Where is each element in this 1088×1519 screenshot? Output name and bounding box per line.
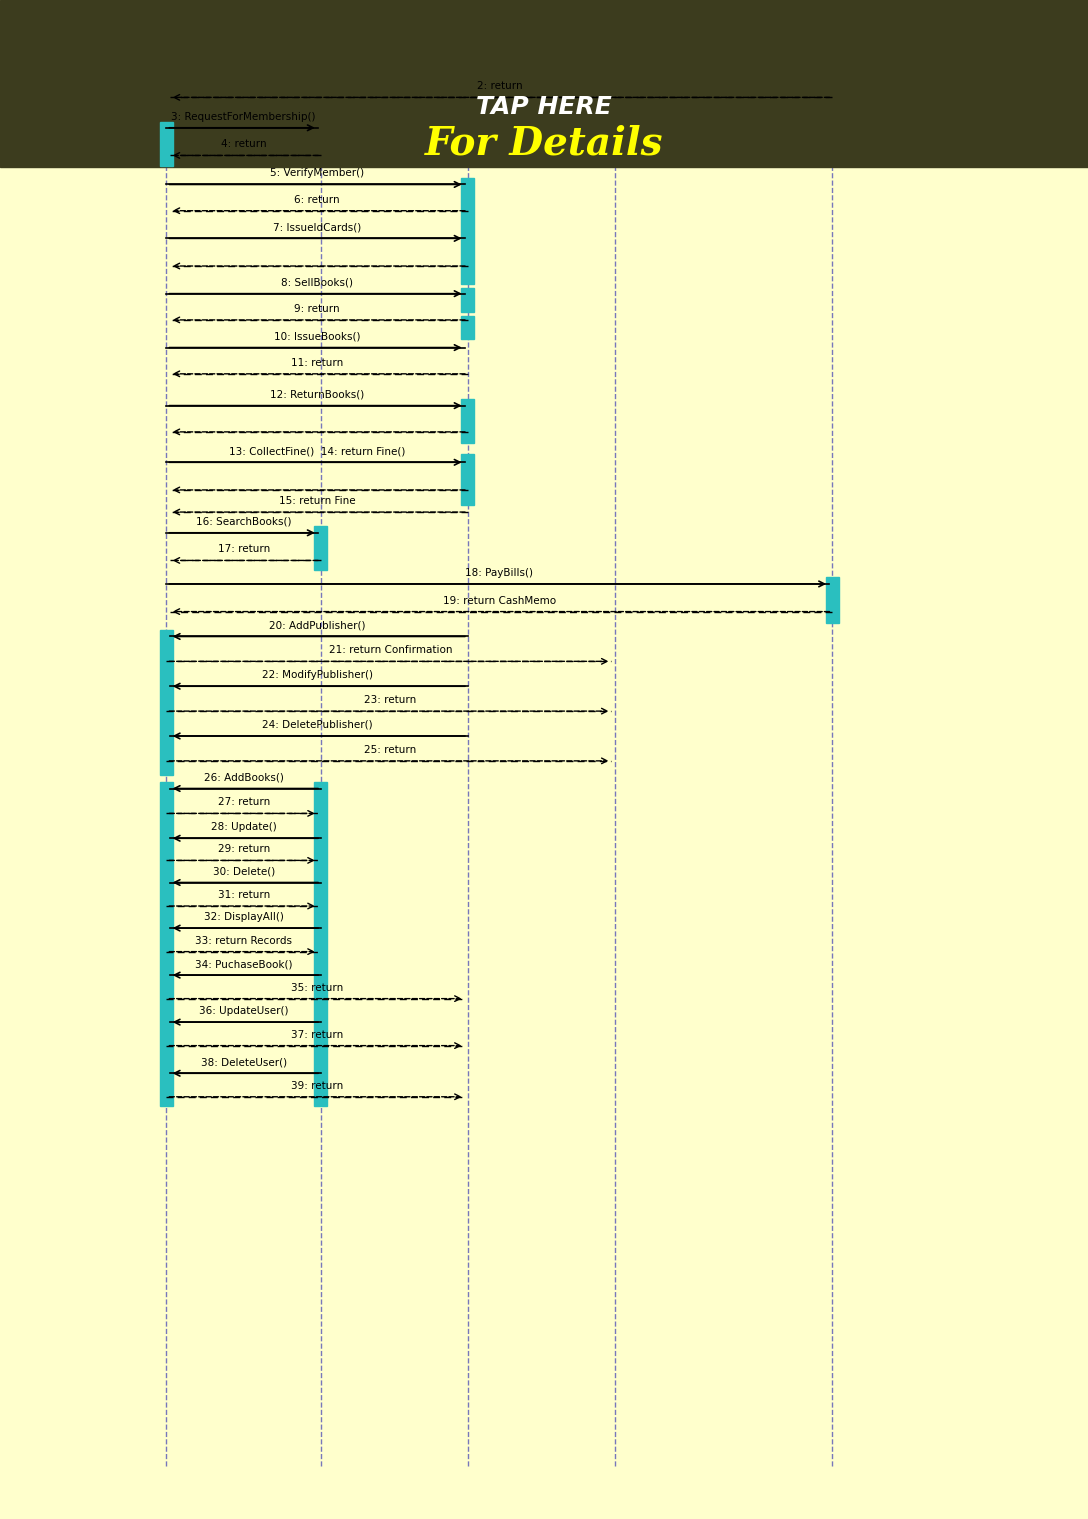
Bar — [160, 122, 173, 167]
Text: 17: return: 17: return — [218, 544, 270, 554]
Text: 18: PayBills(): 18: PayBills() — [466, 568, 533, 577]
Text: 39: return: 39: return — [290, 1080, 344, 1091]
Bar — [461, 454, 474, 506]
Text: 3: RequestForMembership(): 3: RequestForMembership() — [172, 112, 316, 122]
Text: 29: return: 29: return — [218, 845, 270, 854]
Text: 6: return: 6: return — [295, 194, 339, 205]
Text: 32: DisplayAll(): 32: DisplayAll() — [203, 911, 284, 922]
Text: For Details: For Details — [424, 125, 664, 163]
Text: 27: return: 27: return — [218, 797, 270, 807]
Text: 36: UpdateUser(): 36: UpdateUser() — [199, 1006, 288, 1016]
Text: 8: SellBooks(): 8: SellBooks() — [281, 278, 354, 287]
Text: 37: return: 37: return — [290, 1030, 344, 1039]
Text: 19: return CashMemo: 19: return CashMemo — [443, 595, 556, 606]
Text: 16: SearchBooks(): 16: SearchBooks() — [196, 516, 292, 527]
Text: 20: AddPublisher(): 20: AddPublisher() — [269, 620, 366, 630]
Text: 30: Delete(): 30: Delete() — [212, 866, 275, 876]
Bar — [826, 577, 839, 623]
Text: 10: IssueBooks(): 10: IssueBooks() — [274, 331, 360, 342]
Text: 28: Update(): 28: Update() — [211, 822, 276, 832]
Bar — [0, 0, 1088, 167]
Text: 33: return Records: 33: return Records — [195, 936, 293, 945]
Text: 31: return: 31: return — [218, 890, 270, 899]
Text: 9: return: 9: return — [295, 304, 339, 314]
Text: 26: AddBooks(): 26: AddBooks() — [203, 773, 284, 782]
Text: 13: CollectFine()  14: return Fine(): 13: CollectFine() 14: return Fine() — [228, 447, 406, 456]
Text: 38: DeleteUser(): 38: DeleteUser() — [200, 1057, 287, 1068]
Text: 5: VerifyMember(): 5: VerifyMember() — [270, 169, 364, 178]
Bar — [314, 526, 327, 570]
Text: 2: return: 2: return — [477, 82, 522, 91]
Text: 7: IssueIdCards(): 7: IssueIdCards() — [273, 222, 361, 232]
Text: 15: return Fine: 15: return Fine — [279, 497, 356, 506]
Bar — [461, 398, 474, 444]
Text: 12: ReturnBooks(): 12: ReturnBooks() — [270, 389, 364, 399]
Bar — [461, 289, 474, 311]
Text: 23: return: 23: return — [364, 696, 417, 705]
Text: TAP HERE: TAP HERE — [477, 96, 611, 118]
Bar — [314, 782, 327, 1106]
Text: 35: return: 35: return — [290, 983, 344, 992]
Bar — [160, 782, 173, 1106]
Text: 4: return: 4: return — [221, 140, 267, 149]
Text: 24: DeletePublisher(): 24: DeletePublisher() — [262, 720, 372, 731]
Bar — [160, 629, 173, 775]
Text: 34: PuchaseBook(): 34: PuchaseBook() — [195, 958, 293, 969]
Text: 21: return Confirmation: 21: return Confirmation — [329, 646, 453, 655]
Text: 25: return: 25: return — [364, 744, 417, 755]
Bar — [461, 316, 474, 339]
Text: 11: return: 11: return — [290, 358, 344, 368]
Text: 22: ModifyPublisher(): 22: ModifyPublisher() — [261, 670, 373, 681]
Bar — [461, 178, 474, 284]
